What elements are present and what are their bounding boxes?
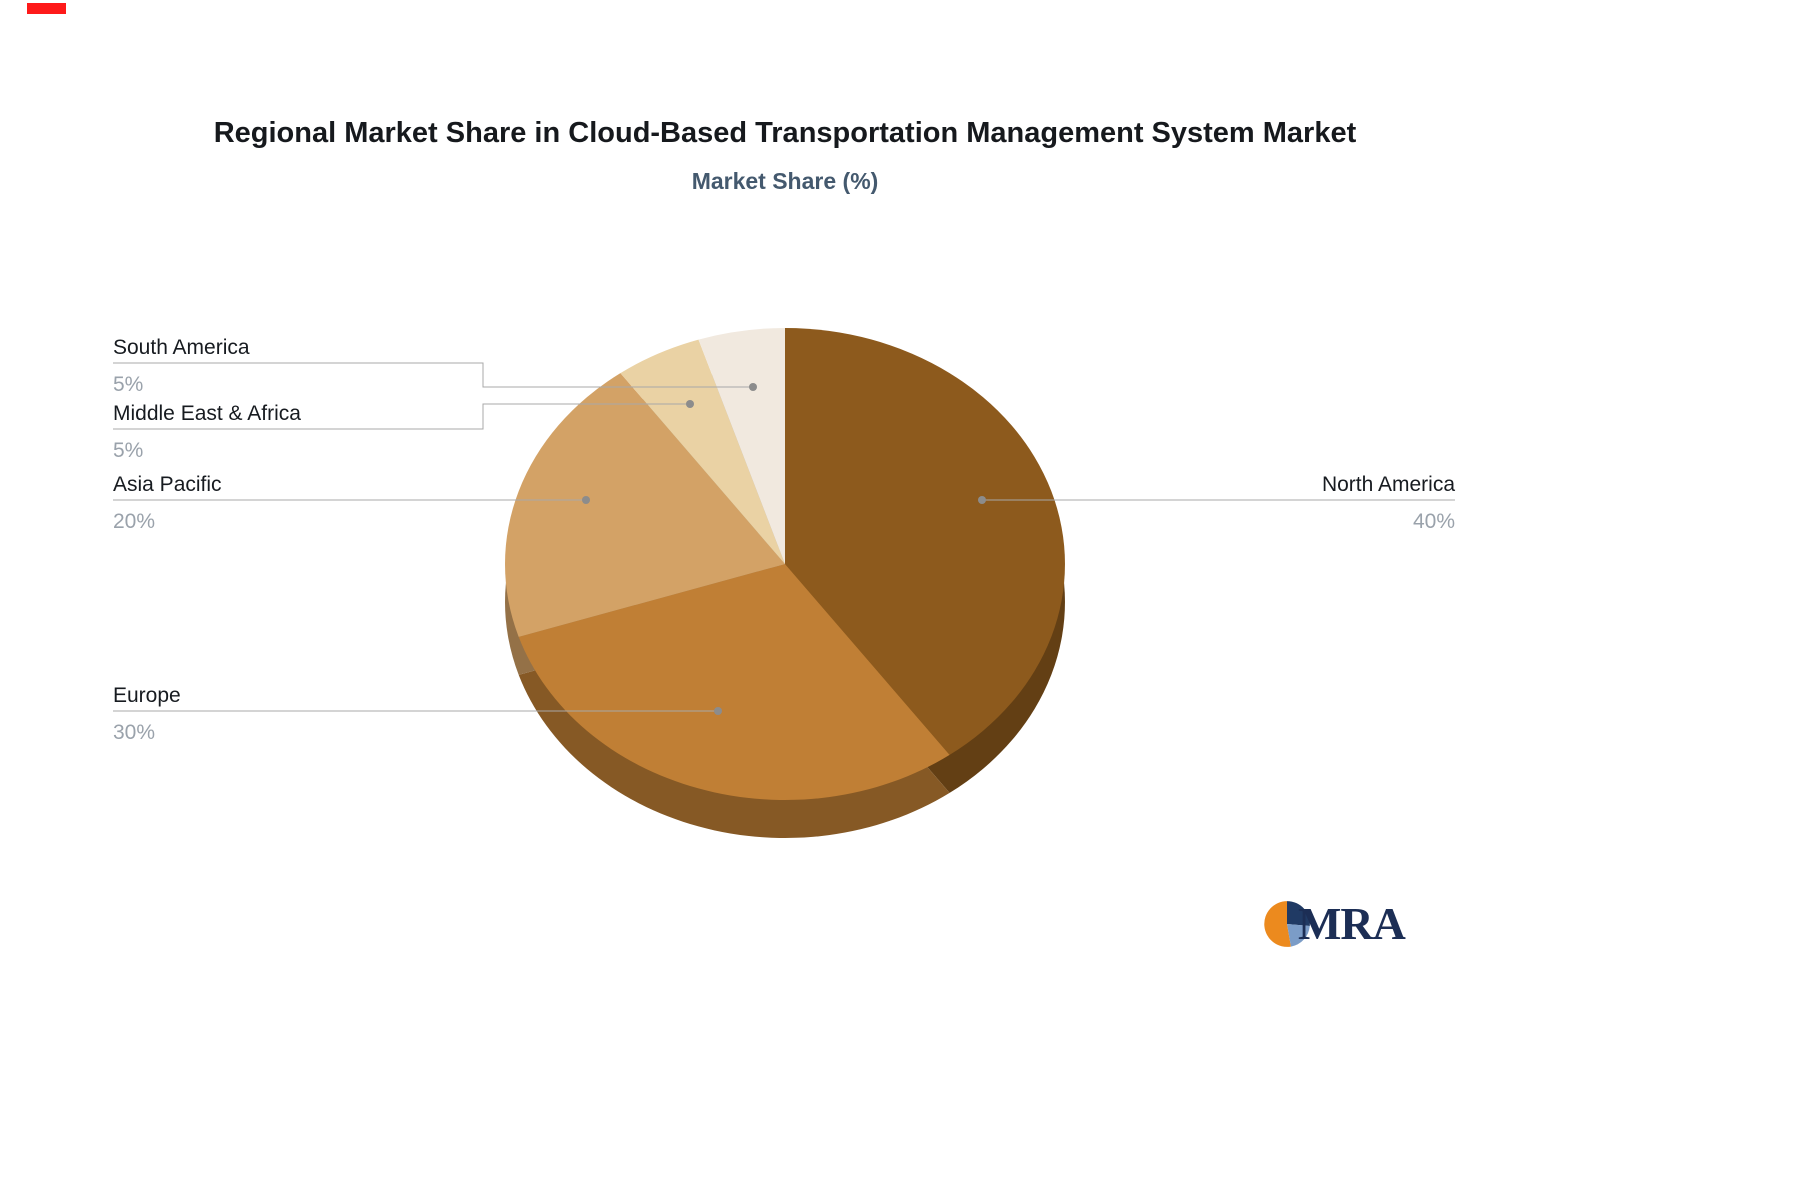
- slice-label-value: 20%: [113, 510, 155, 533]
- slice-label-name: Europe: [113, 684, 181, 707]
- logo-wedge-navy: [1287, 901, 1310, 926]
- brand-logo-icon: [1264, 901, 1310, 947]
- leader-dot: [978, 496, 986, 504]
- slice-label-name: Asia Pacific: [113, 473, 222, 496]
- slice-label-name: Middle East & Africa: [113, 402, 301, 425]
- slice-label-name: South America: [113, 336, 250, 359]
- slice-label-value: 5%: [113, 373, 143, 396]
- brand-logo-text: MRA: [1298, 898, 1406, 949]
- slice-label-value: 40%: [1413, 510, 1455, 533]
- slice-label-value: 30%: [113, 721, 155, 744]
- leader-dot: [582, 496, 590, 504]
- slice-label-name: North America: [1322, 473, 1455, 496]
- chart-subtitle: Market Share (%): [691, 168, 879, 194]
- logo-wedge-orange: [1264, 901, 1291, 947]
- leader-line: [113, 362, 753, 388]
- leader-line: [113, 403, 690, 430]
- leader-dot: [686, 400, 694, 408]
- chart-title: Regional Market Share in Cloud-Based Tra…: [213, 117, 1357, 149]
- logo-wedge-blue: [1287, 924, 1310, 947]
- corner-marker: [27, 3, 66, 14]
- pie-slice-north-america: [785, 328, 1065, 755]
- leader-dot: [714, 707, 722, 715]
- pie-slice-asia-pacific: [505, 373, 785, 637]
- slice-label-value: 5%: [113, 439, 143, 462]
- brand-logo: MRA: [1262, 898, 1406, 949]
- leader-dot: [749, 383, 757, 391]
- pie-slice-europe: [518, 564, 950, 800]
- pie-slice-middle-east-africa: [620, 339, 785, 564]
